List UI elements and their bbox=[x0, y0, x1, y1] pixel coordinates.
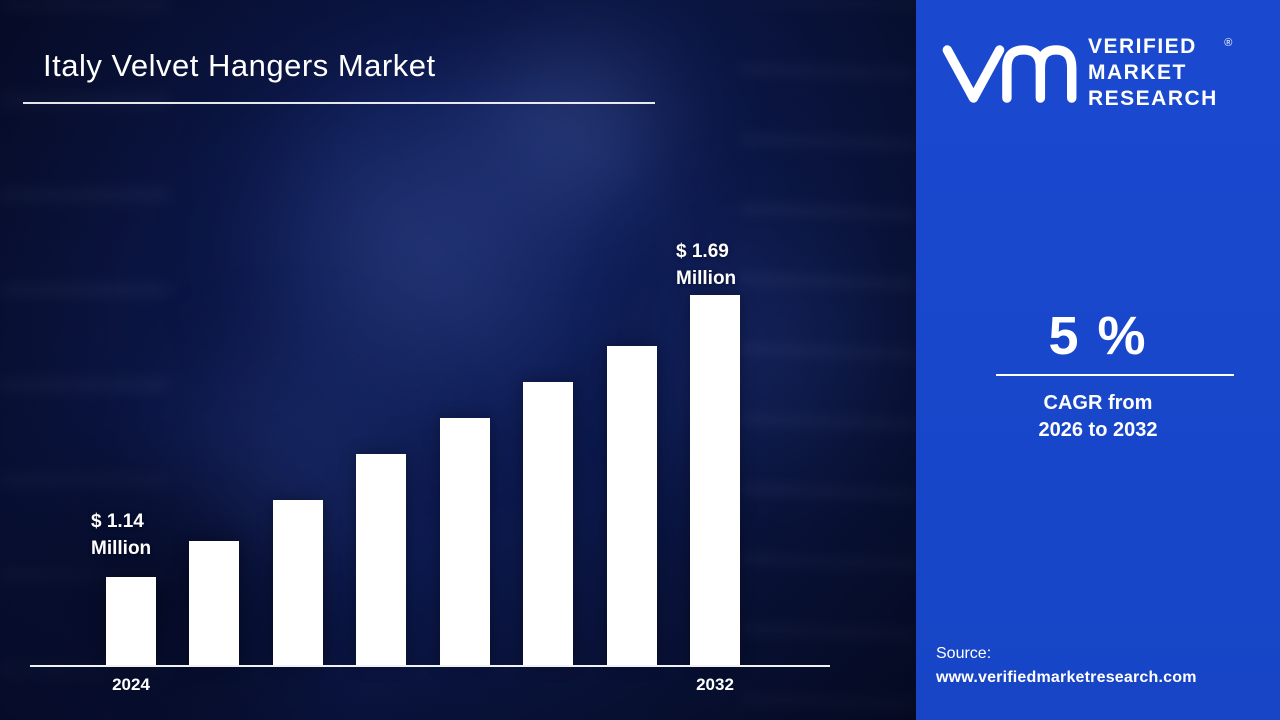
bar-chart: $ 1.14 Million $ 1.69 Million 2024 2032 bbox=[30, 238, 830, 694]
cagr-caption: CAGR from 2026 to 2032 bbox=[916, 390, 1280, 444]
source-url-link[interactable]: www.verifiedmarketresearch.com bbox=[936, 669, 1197, 686]
source-block: Source: www.verifiedmarketresearch.com bbox=[936, 642, 1197, 690]
vmr-logo-icon bbox=[942, 45, 1077, 103]
bar-2029 bbox=[523, 382, 574, 665]
brand-logo: VERIFIED MARKET RESEARCH ® bbox=[940, 34, 1270, 112]
bar-2030 bbox=[606, 346, 657, 665]
page-title: Italy Velvet Hangers Market bbox=[43, 48, 436, 83]
bars bbox=[106, 295, 740, 665]
registered-trademark-icon: ® bbox=[1224, 37, 1234, 49]
bar-2025 bbox=[189, 541, 240, 665]
title-underline bbox=[23, 102, 655, 104]
brand-line: VERIFIED bbox=[1088, 35, 1197, 58]
value-line: $ 1.69 bbox=[676, 241, 729, 262]
cagr-caption-line: 2026 to 2032 bbox=[1038, 419, 1158, 441]
bar-2028 bbox=[439, 418, 490, 665]
brand-name: VERIFIED MARKET RESEARCH ® bbox=[1088, 34, 1232, 112]
brand-line: RESEARCH bbox=[1088, 87, 1218, 110]
source-label: Source: bbox=[936, 645, 992, 662]
cagr-divider bbox=[996, 374, 1234, 376]
brand-line: MARKET bbox=[1088, 61, 1187, 84]
bar-2026 bbox=[272, 500, 323, 665]
x-axis-line bbox=[30, 665, 830, 667]
cagr-caption-line: CAGR from bbox=[1043, 392, 1153, 414]
x-tick-2024: 2024 bbox=[112, 675, 150, 694]
last-bar-value-label: $ 1.69 Million bbox=[676, 238, 736, 292]
cagr-percentage: 5 % bbox=[1048, 306, 1148, 366]
chart-section: Italy Velvet Hangers Market $ 1.14 Milli… bbox=[0, 0, 916, 720]
bar-2027 bbox=[356, 454, 407, 665]
info-panel: VERIFIED MARKET RESEARCH ® 5 % CAGR from… bbox=[916, 0, 1280, 720]
value-line: Million bbox=[676, 268, 737, 289]
bar-2024 bbox=[106, 577, 156, 665]
bar-2032 bbox=[689, 295, 740, 665]
x-tick-2032: 2032 bbox=[696, 675, 734, 694]
